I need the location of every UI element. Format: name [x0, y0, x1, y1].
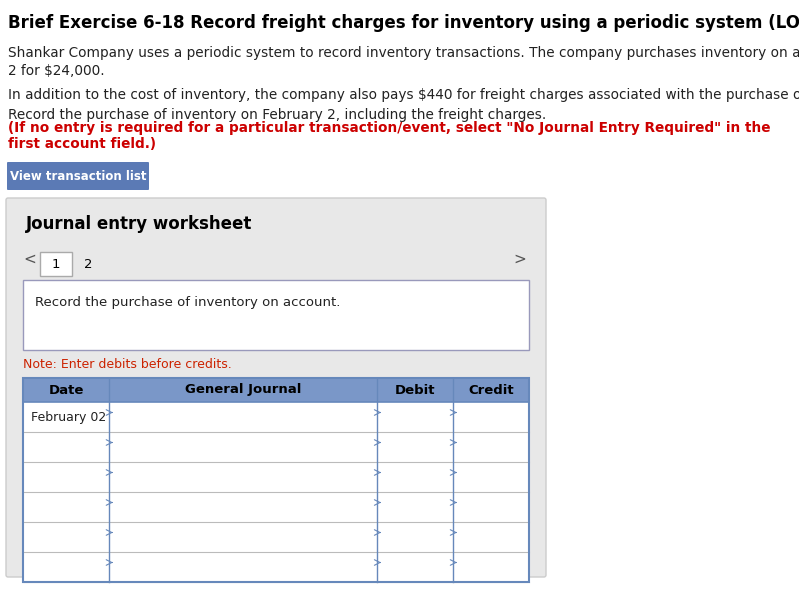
Bar	[23, 462, 529, 492]
FancyBboxPatch shape	[23, 280, 529, 350]
Text: (If no entry is required for a particular transaction/event, select "No Journal : (If no entry is required for a particula…	[8, 121, 770, 151]
Text: Note: Enter debits before credits.: Note: Enter debits before credits.	[23, 358, 232, 371]
Text: In addition to the cost of inventory, the company also pays $440 for freight cha: In addition to the cost of inventory, th…	[8, 88, 799, 102]
Bar	[40, 252, 72, 276]
FancyBboxPatch shape	[7, 162, 149, 190]
Bar	[23, 378, 529, 582]
Bar	[23, 522, 529, 552]
Text: Record the purchase of inventory on February 2, including the freight charges.: Record the purchase of inventory on Febr…	[8, 108, 551, 122]
Bar	[23, 402, 529, 432]
Text: Credit: Credit	[468, 384, 514, 397]
Text: Record the purchase of inventory on account.: Record the purchase of inventory on acco…	[35, 296, 340, 309]
Text: General Journal: General Journal	[185, 384, 301, 397]
Text: View transaction list: View transaction list	[10, 170, 146, 183]
Text: <: <	[23, 252, 36, 267]
Text: Date: Date	[48, 384, 84, 397]
Bar	[23, 432, 529, 462]
Bar	[23, 552, 529, 582]
Text: 1: 1	[52, 257, 60, 270]
Bar	[23, 378, 529, 402]
Text: Brief Exercise 6-18 Record freight charges for inventory using a periodic system: Brief Exercise 6-18 Record freight charg…	[8, 14, 799, 32]
Text: Debit: Debit	[395, 384, 435, 397]
Text: February 02: February 02	[31, 410, 106, 423]
FancyBboxPatch shape	[6, 198, 546, 577]
Bar	[23, 492, 529, 522]
Bar	[23, 378, 529, 402]
Text: 2: 2	[84, 257, 93, 270]
Text: >: >	[513, 252, 526, 267]
Text: Journal entry worksheet: Journal entry worksheet	[26, 215, 252, 233]
Text: Shankar Company uses a periodic system to record inventory transactions. The com: Shankar Company uses a periodic system t…	[8, 46, 799, 78]
